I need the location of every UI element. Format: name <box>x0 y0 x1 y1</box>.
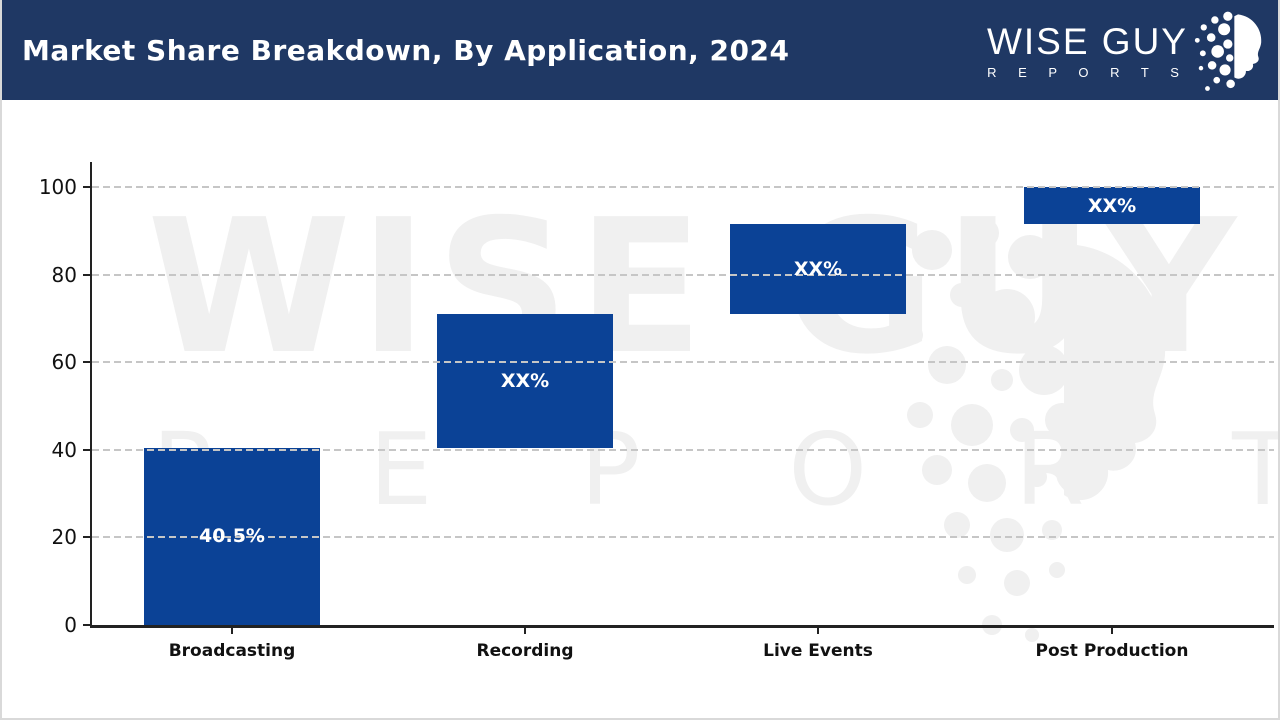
gridline <box>92 361 1274 364</box>
header-bar: Market Share Breakdown, By Application, … <box>2 0 1278 100</box>
watermark-sub-text: R E P O R T S <box>152 411 1278 528</box>
y-tick-label: 60 <box>51 350 77 375</box>
page-title: Market Share Breakdown, By Application, … <box>22 33 790 67</box>
gridline <box>92 448 1274 451</box>
gridline <box>92 273 1274 276</box>
x-axis-tick <box>524 627 526 634</box>
y-axis-tick <box>83 273 92 276</box>
x-tick-label: Post Production <box>1035 641 1189 661</box>
bar-value-label: XX% <box>793 258 843 281</box>
x-axis-tick <box>1111 627 1113 634</box>
gridline <box>92 536 1274 539</box>
logo-main-text: WISE GUY <box>986 21 1188 62</box>
x-tick-label: Broadcasting <box>168 641 296 661</box>
logo-text: WISE GUY R E P O R T S <box>987 23 1188 79</box>
bar <box>437 314 613 448</box>
y-tick-label: 20 <box>51 525 77 550</box>
bar <box>144 447 320 625</box>
y-axis-tick <box>83 361 92 364</box>
y-axis-tick <box>83 448 92 451</box>
wise-guy-logo: WISE GUY R E P O R T S <box>987 6 1268 96</box>
x-tick-label: Live Events <box>763 641 873 661</box>
y-axis-tick <box>83 186 92 188</box>
x-axis-line <box>90 625 1274 628</box>
x-axis-tick <box>817 627 819 634</box>
y-axis-tick <box>83 624 92 626</box>
y-tick-label: 80 <box>51 262 77 287</box>
bar-value-label: XX% <box>1087 194 1137 217</box>
gridline <box>92 186 1274 188</box>
bar-value-label: 40.5% <box>199 525 265 548</box>
bar-value-label: XX% <box>500 369 550 392</box>
logo-face-icon <box>1194 11 1262 91</box>
bar <box>1024 187 1200 225</box>
y-axis-line <box>90 162 92 627</box>
y-axis-tick <box>83 536 92 539</box>
y-tick-label: 40 <box>51 437 77 462</box>
bar <box>730 224 906 314</box>
logo-sub-text: R E P O R T S <box>987 65 1188 80</box>
x-axis-tick <box>231 627 233 634</box>
y-tick-label: 0 <box>64 613 77 637</box>
y-tick-label: 100 <box>38 175 77 199</box>
x-tick-label: Recording <box>476 641 574 661</box>
